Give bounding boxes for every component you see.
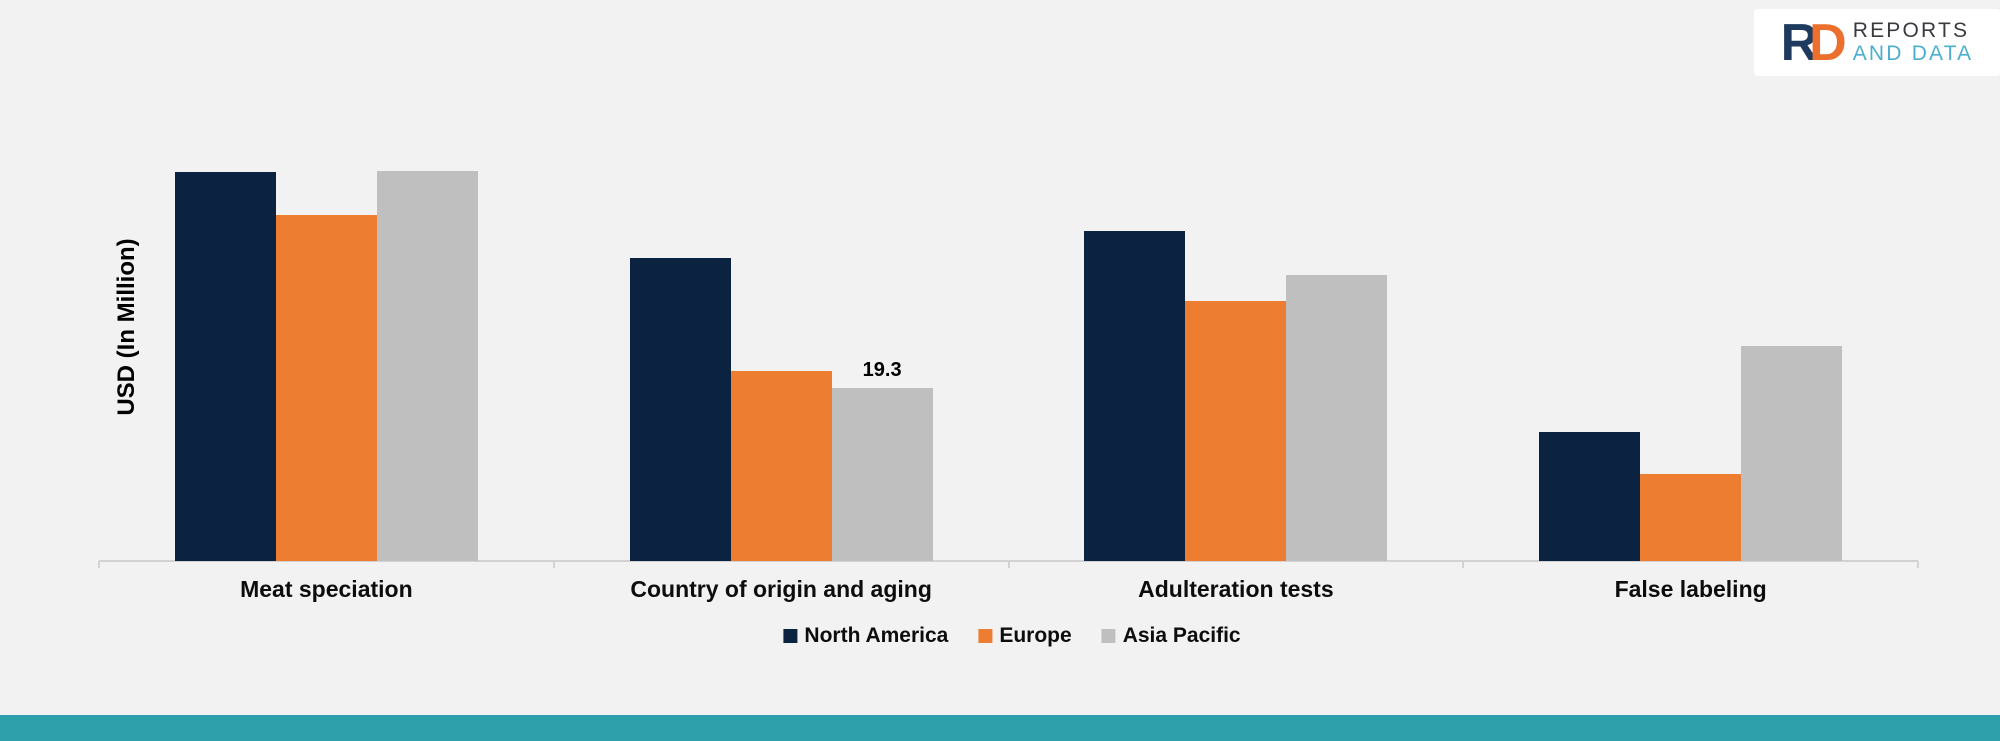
bar-column: [1185, 300, 1287, 561]
bar-europe: [730, 370, 832, 561]
legend-item-north-america: North America: [783, 624, 948, 648]
reports-and-data-logo: R D REPORTS AND DATA: [1754, 9, 2000, 76]
axis-tick: [1462, 561, 1465, 568]
bar-column: [1539, 431, 1641, 561]
bar-column: [1741, 345, 1843, 561]
bar-europe: [1640, 474, 1742, 561]
bar-asia-pacific: [1741, 345, 1843, 561]
bar-group: [1463, 120, 1918, 561]
bar-column: [174, 171, 276, 561]
axis-tick: [1917, 561, 1919, 568]
rd-logo-icon: R D: [1780, 13, 1847, 72]
logo-line-reports: REPORTS: [1852, 19, 1970, 43]
axis-tick: [1007, 561, 1010, 568]
bar-europe: [275, 214, 377, 561]
bar-north-america: [1084, 230, 1186, 561]
bar-group: [99, 120, 554, 561]
bar-north-america: [629, 257, 731, 561]
legend-item-europe: Europe: [978, 624, 1072, 648]
legend-label: North America: [804, 624, 949, 647]
legend: North America Europe Asia Pacific: [783, 624, 1241, 648]
bar-column: [1286, 274, 1388, 561]
bar-europe: [1185, 300, 1287, 561]
category-label: Adulteration tests: [1138, 576, 1334, 602]
x-axis-category-labels: Meat speciation Country of origin and agi…: [99, 576, 1918, 603]
bar-group: 19.3: [554, 120, 1009, 561]
bar-column: [629, 257, 731, 561]
legend-label: Asia Pacific: [1122, 624, 1241, 647]
legend-item-asia-pacific: Asia Pacific: [1101, 624, 1241, 648]
legend-marker-icon: [783, 629, 798, 643]
category-label: Meat speciation: [240, 576, 413, 602]
category-label: False labeling: [1614, 576, 1767, 602]
axis-tick: [552, 561, 555, 568]
bar-column: [730, 370, 832, 561]
logo-wordmark: REPORTS AND DATA: [1853, 20, 1974, 64]
bar-north-america: [1539, 431, 1641, 561]
data-label: 19.3: [862, 358, 902, 381]
category-label: Country of origin and aging: [630, 576, 932, 602]
footer-accent-bar: [0, 715, 2000, 741]
logo-letter-d: D: [1809, 13, 1847, 72]
logo-letter-r: R: [1780, 13, 1819, 72]
legend-marker-icon: [1101, 629, 1116, 643]
bar-asia-pacific: [1286, 274, 1388, 561]
bar-column: [1084, 230, 1186, 561]
bar-column: [1640, 474, 1742, 561]
bar-column: 19.3: [831, 358, 933, 561]
axis-tick: [98, 561, 100, 568]
plot-area: 19.3: [98, 120, 1919, 568]
bar-group: [1009, 120, 1464, 561]
logo-line-and-data: AND DATA: [1852, 41, 1974, 65]
bar-asia-pacific: [376, 170, 478, 561]
legend-label: Europe: [999, 624, 1072, 647]
bar-north-america: [174, 171, 276, 561]
bar-asia-pacific: [831, 387, 933, 561]
bar-column: [275, 214, 377, 561]
bar-column: [376, 170, 478, 561]
legend-marker-icon: [978, 629, 993, 643]
